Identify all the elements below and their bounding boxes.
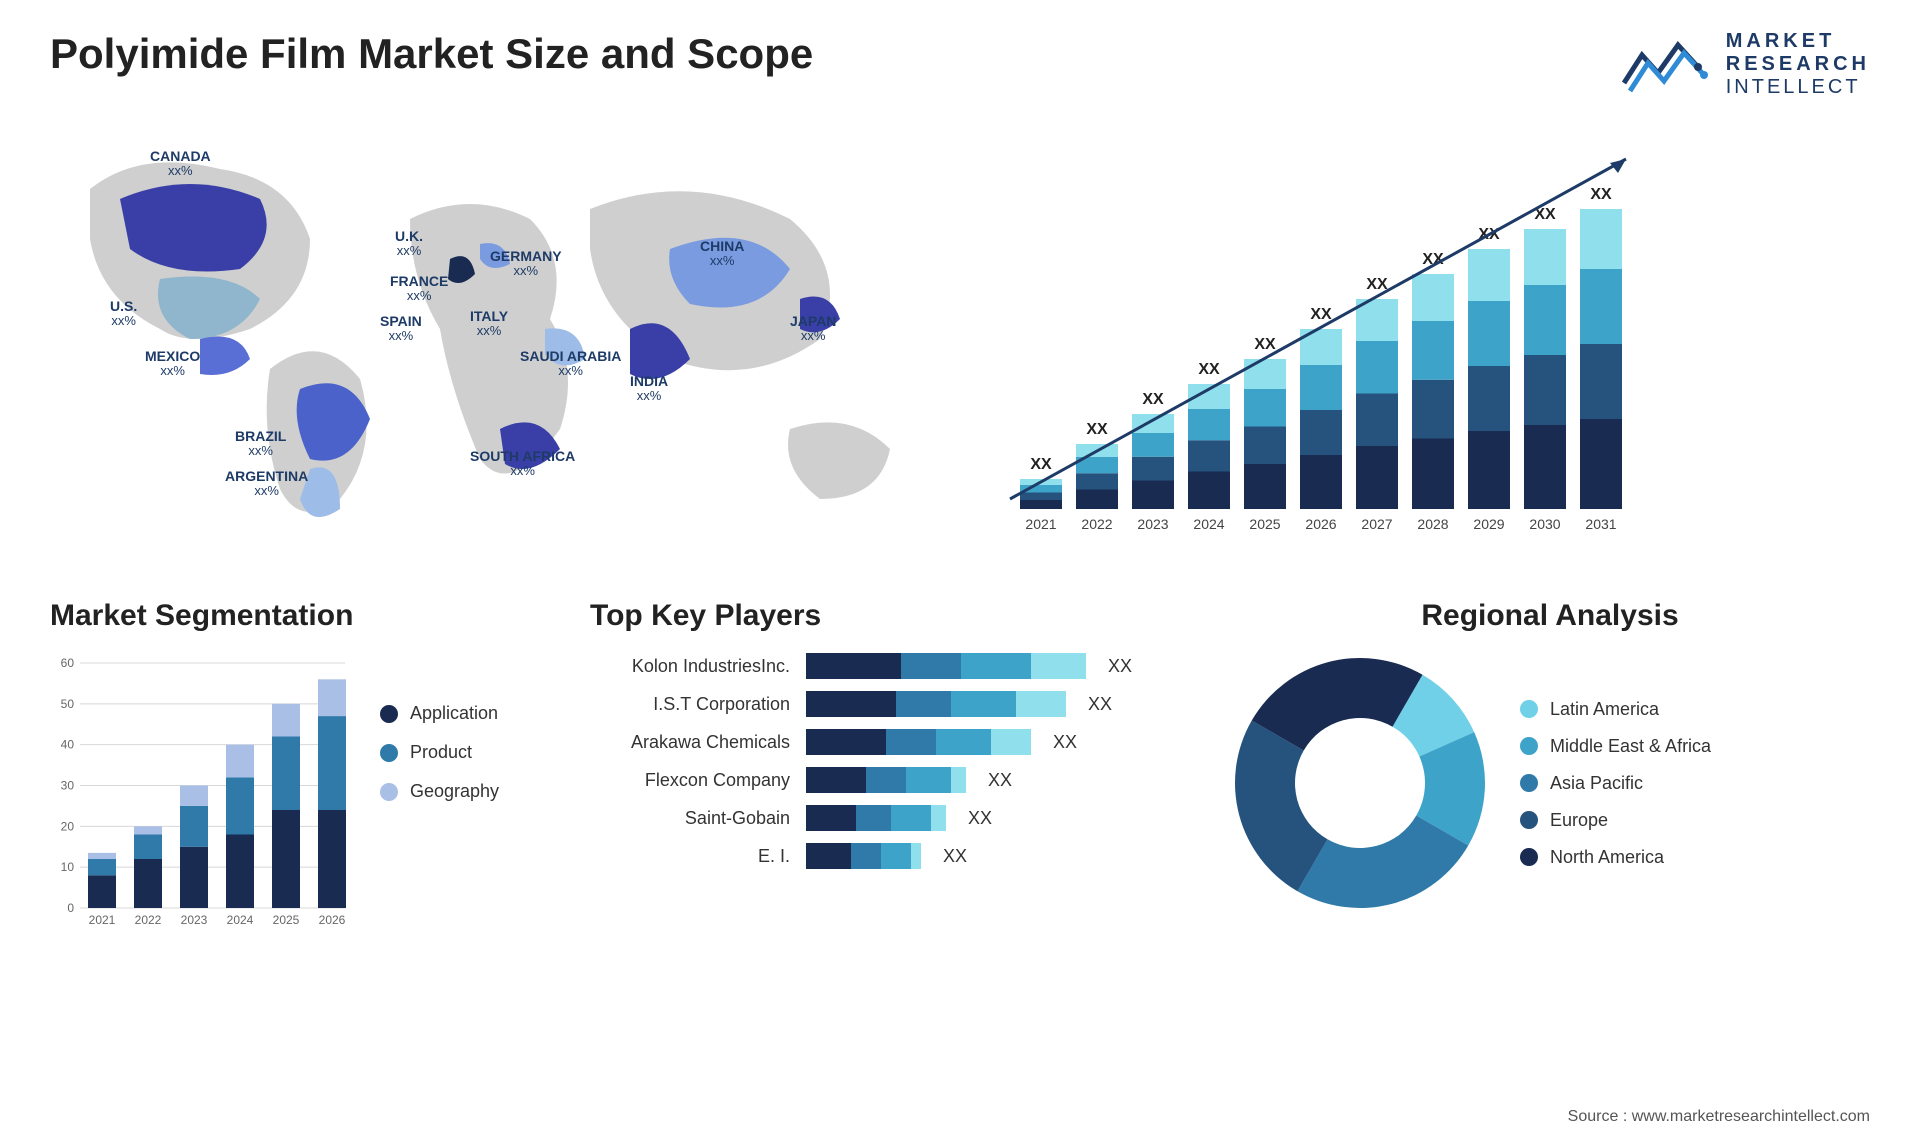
player-value: XX: [988, 770, 1012, 791]
svg-text:2024: 2024: [1193, 516, 1224, 532]
map-label: FRANCExx%: [390, 274, 448, 304]
segmentation-svg: 0 10 20 30 40 50 60 2021 2022 2023 2024 2025 2026: [50, 653, 350, 933]
player-bar: [806, 653, 1086, 679]
svg-text:2026: 2026: [319, 913, 346, 927]
map-label: SAUDI ARABIAxx%: [520, 349, 621, 379]
map-label: ITALYxx%: [470, 309, 508, 339]
map-label: CANADAxx%: [150, 149, 211, 179]
svg-text:2022: 2022: [1081, 516, 1112, 532]
player-name: E. I.: [590, 846, 790, 867]
svg-text:40: 40: [61, 738, 75, 752]
player-name: Kolon IndustriesInc.: [590, 656, 790, 677]
svg-text:2023: 2023: [181, 913, 208, 927]
legend-item: Geography: [380, 781, 499, 802]
player-value: XX: [968, 808, 992, 829]
svg-text:XX: XX: [1142, 391, 1164, 408]
legend-item: Asia Pacific: [1520, 773, 1711, 794]
svg-text:XX: XX: [1254, 336, 1276, 353]
player-row: Arakawa Chemicals XX: [590, 729, 1190, 755]
svg-text:2021: 2021: [89, 913, 116, 927]
map-label: BRAZILxx%: [235, 429, 286, 459]
svg-text:2026: 2026: [1305, 516, 1336, 532]
player-row: E. I. XX: [590, 843, 1190, 869]
player-value: XX: [943, 846, 967, 867]
players-chart: Kolon IndustriesInc. XX I.S.T Corporation X…: [590, 653, 1190, 869]
logo-icon: [1620, 33, 1710, 97]
world-map: CANADAxx% U.S.xx% MEXICOxx% BRAZILxx% ARGENT…: [50, 129, 950, 549]
map-label: SOUTH AFRICAxx%: [470, 449, 575, 479]
svg-text:10: 10: [61, 860, 75, 874]
svg-text:XX: XX: [1086, 421, 1108, 438]
logo-line3: INTELLECT: [1726, 76, 1870, 99]
map-label: CHINAxx%: [700, 239, 744, 269]
svg-text:XX: XX: [1030, 456, 1052, 473]
player-row: Kolon IndustriesInc. XX: [590, 653, 1190, 679]
legend-item: Europe: [1520, 810, 1711, 831]
map-label: U.K.xx%: [395, 229, 423, 259]
map-label: GERMANYxx%: [490, 249, 562, 279]
source-label: Source : www.marketresearchintellect.com: [1568, 1108, 1870, 1126]
player-bar: [806, 691, 1066, 717]
player-row: I.S.T Corporation XX: [590, 691, 1190, 717]
segmentation-chart: 0 10 20 30 40 50 60 2021 2022 2023 2024 2025 2026: [50, 653, 350, 933]
logo: MARKET RESEARCH INTELLECT: [1620, 30, 1870, 99]
page-title: Polyimide Film Market Size and Scope: [50, 30, 813, 78]
svg-text:50: 50: [61, 697, 75, 711]
svg-text:XX: XX: [1310, 306, 1332, 323]
svg-text:20: 20: [61, 819, 75, 833]
player-name: Arakawa Chemicals: [590, 732, 790, 753]
segmentation-legend: Application Product Geography: [380, 703, 499, 802]
player-bar: [806, 767, 966, 793]
player-name: Saint-Gobain: [590, 808, 790, 829]
player-bar: [806, 805, 946, 831]
legend-item: Application: [380, 703, 499, 724]
svg-text:2025: 2025: [1249, 516, 1280, 532]
players-title: Top Key Players: [590, 599, 1190, 633]
player-bar: [806, 843, 921, 869]
svg-text:60: 60: [61, 656, 75, 670]
player-value: XX: [1108, 656, 1132, 677]
logo-line1: MARKET: [1726, 30, 1870, 53]
svg-text:XX: XX: [1590, 186, 1612, 203]
svg-text:XX: XX: [1198, 361, 1220, 378]
map-label: INDIAxx%: [630, 374, 668, 404]
regional-legend: Latin America Middle East & Africa Asia Pa…: [1520, 699, 1711, 868]
legend-item: Product: [380, 742, 499, 763]
map-label: U.S.xx%: [110, 299, 137, 329]
player-value: XX: [1053, 732, 1077, 753]
player-bar: [806, 729, 1031, 755]
map-label: ARGENTINAxx%: [225, 469, 308, 499]
logo-line2: RESEARCH: [1726, 53, 1870, 76]
player-name: I.S.T Corporation: [590, 694, 790, 715]
player-row: Flexcon Company XX: [590, 767, 1190, 793]
regional-donut: [1230, 653, 1490, 913]
svg-text:2021: 2021: [1025, 516, 1056, 532]
growth-chart: XX 2021 XX 2022 XX 2023 XX 2024 XX 2025 XX 2026 XX 20…: [990, 129, 1870, 549]
player-value: XX: [1088, 694, 1112, 715]
map-label: SPAINxx%: [380, 314, 422, 344]
legend-item: Latin America: [1520, 699, 1711, 720]
svg-text:2023: 2023: [1137, 516, 1168, 532]
svg-text:30: 30: [61, 779, 75, 793]
map-label: JAPANxx%: [790, 314, 836, 344]
player-name: Flexcon Company: [590, 770, 790, 791]
segmentation-title: Market Segmentation: [50, 599, 550, 633]
growth-svg: XX 2021 XX 2022 XX 2023 XX 2024 XX 2025 XX 2026 XX 20…: [990, 129, 1870, 549]
map-label: MEXICOxx%: [145, 349, 200, 379]
svg-text:2025: 2025: [273, 913, 300, 927]
regional-title: Regional Analysis: [1230, 599, 1870, 633]
svg-text:0: 0: [67, 901, 74, 915]
player-row: Saint-Gobain XX: [590, 805, 1190, 831]
legend-item: North America: [1520, 847, 1711, 868]
svg-text:2031: 2031: [1585, 516, 1616, 532]
svg-text:2024: 2024: [227, 913, 254, 927]
svg-text:2027: 2027: [1361, 516, 1392, 532]
svg-text:2028: 2028: [1417, 516, 1448, 532]
svg-text:2030: 2030: [1529, 516, 1560, 532]
svg-text:2029: 2029: [1473, 516, 1504, 532]
svg-text:2022: 2022: [135, 913, 162, 927]
legend-item: Middle East & Africa: [1520, 736, 1711, 757]
